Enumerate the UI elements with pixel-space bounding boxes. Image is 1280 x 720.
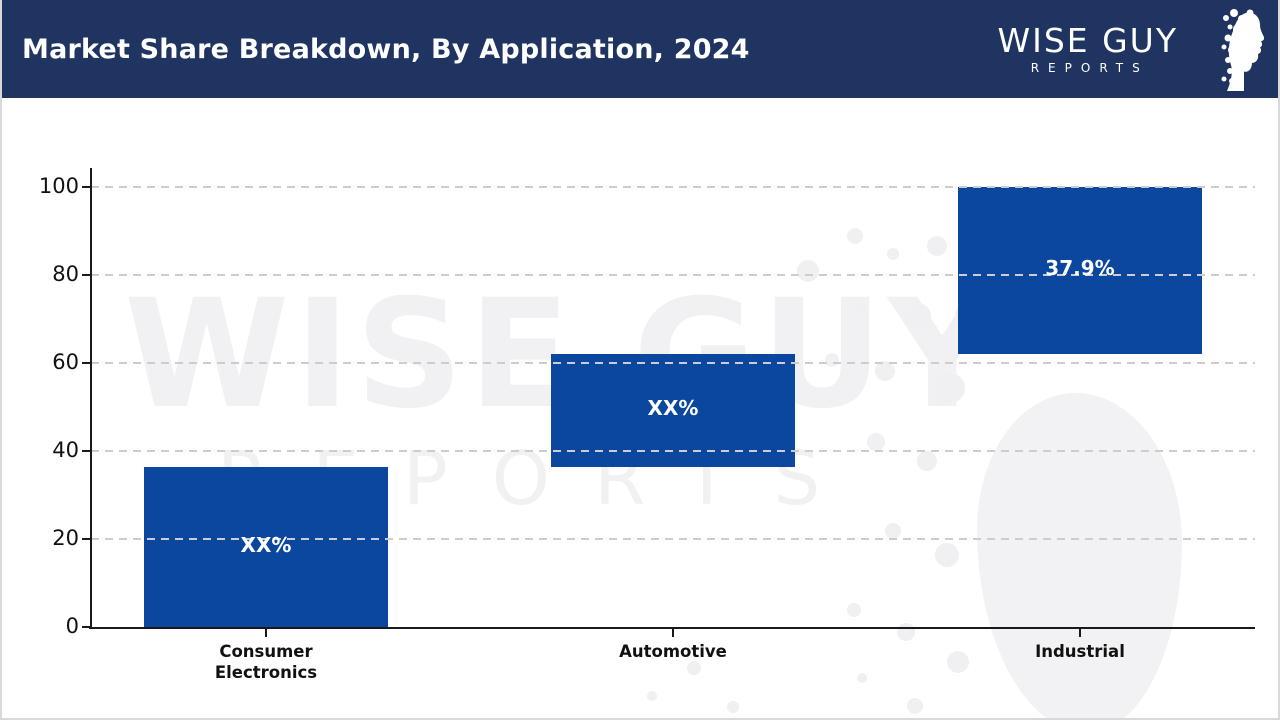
header: Market Share Breakdown, By Application, …: [2, 0, 1278, 98]
watermark-dot: [847, 228, 863, 244]
watermark-dot: [935, 543, 959, 567]
watermark-dot: [927, 236, 947, 256]
logo-face-icon: [1221, 9, 1264, 91]
gridline-40: [91, 450, 1255, 452]
y-tick-60: [82, 362, 91, 364]
watermark-dot: [935, 373, 965, 403]
y-axis-spine: [90, 168, 92, 629]
watermark-dot: [885, 523, 901, 539]
gridline-100: [91, 186, 1255, 188]
watermark-dot: [687, 661, 701, 675]
bar-value-label: 37.9%: [1045, 256, 1115, 281]
bar-automotive: [551, 353, 795, 467]
bar-value-label: XX%: [240, 532, 292, 557]
y-tick-label-20: 20: [52, 526, 79, 550]
gridline-60: [91, 362, 1255, 364]
watermark-dot: [875, 361, 895, 381]
logo-wordmark: WISE GUY: [997, 20, 1178, 60]
watermark-dot: [727, 701, 739, 713]
y-tick-label-0: 0: [65, 614, 79, 638]
y-tick-label-60: 60: [52, 350, 79, 374]
watermark-dot: [857, 303, 867, 313]
gridline-20: [91, 538, 1255, 540]
watermark-dot: [847, 603, 861, 617]
plot-area: 0 20 40 60 80 100 XX% Consumer Electronics XX% Aut…: [2, 98, 1278, 718]
x-category-label: Consumer Electronics: [214, 642, 318, 682]
y-tick-40: [82, 450, 91, 452]
watermark-dot: [917, 451, 937, 471]
y-tick-80: [82, 274, 91, 276]
watermark-dot: [647, 691, 657, 701]
x-axis-spine: [89, 627, 1255, 629]
bar-industrial: [957, 187, 1202, 354]
watermark-dot: [905, 303, 931, 329]
watermark-dot: [887, 248, 899, 260]
gridline-80: [91, 274, 1255, 276]
x-category-label: Industrial: [1035, 642, 1125, 661]
watermark-dot: [857, 673, 867, 683]
logo-subtext: REPORTS: [1030, 60, 1149, 75]
watermark-dot: [797, 260, 819, 282]
x-tick-2: [1078, 629, 1081, 637]
watermark-face-blob: [977, 393, 1182, 718]
y-tick-20: [82, 538, 91, 540]
y-tick-label-40: 40: [52, 438, 79, 462]
watermark-dot: [907, 698, 923, 714]
y-tick-label-80: 80: [52, 262, 79, 286]
watermark-dot: [867, 433, 885, 451]
page-title: Market Share Breakdown, By Application, …: [22, 33, 750, 65]
x-category-label: Automotive: [619, 642, 727, 661]
y-tick-100: [82, 186, 91, 188]
chart-area: WISE GUY REPORTS 0 20 40 60 80 100 XX% Consumer…: [2, 98, 1278, 718]
brand-logo: WISE GUY REPORTS: [997, 7, 1264, 91]
x-tick-1: [672, 629, 674, 637]
y-tick-label-100: 100: [38, 174, 79, 198]
x-tick-0: [265, 629, 267, 637]
y-tick-0: [82, 626, 91, 628]
bar-value-label: XX%: [647, 396, 699, 421]
bar-consumer-electronics: [144, 466, 388, 627]
watermark-dot: [947, 651, 969, 673]
